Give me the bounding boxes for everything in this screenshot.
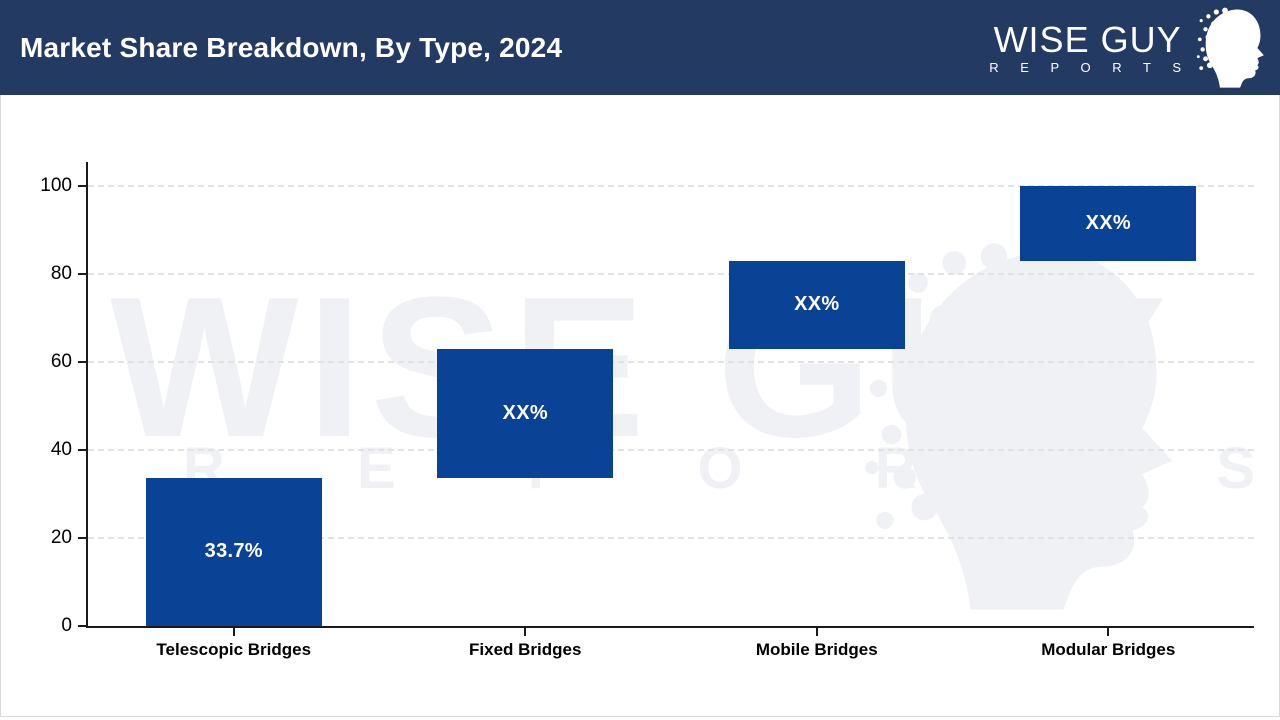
y-tick-label-100: 100 bbox=[40, 175, 72, 196]
y-tick-20 bbox=[78, 537, 86, 539]
bar-value-label: XX% bbox=[1085, 211, 1131, 234]
gridline-80 bbox=[88, 273, 1254, 275]
gridline-60 bbox=[88, 361, 1254, 363]
watermark-face-icon bbox=[865, 243, 1173, 610]
y-tick-label-60: 60 bbox=[50, 351, 72, 372]
y-axis-line bbox=[86, 162, 88, 628]
plot-area: 0 20 40 60 80 100 33.7% Telescopic Bridges XX% Fi… bbox=[0, 95, 1280, 720]
page-title: Market Share Breakdown, By Type, 2024 bbox=[20, 31, 563, 63]
bar-telescopic-bridges: 33.7% bbox=[145, 477, 322, 626]
x-tick-1 bbox=[524, 628, 527, 636]
y-tick-label-0: 0 bbox=[61, 615, 72, 636]
y-tick-100 bbox=[78, 185, 86, 187]
x-axis-line bbox=[86, 626, 1254, 628]
x-tick-0 bbox=[232, 628, 235, 636]
gridline-40 bbox=[88, 449, 1254, 451]
y-tick-label-20: 20 bbox=[50, 527, 72, 548]
gridline-100 bbox=[88, 185, 1254, 187]
face-logo-icon bbox=[1196, 7, 1264, 88]
y-tick-label-40: 40 bbox=[50, 439, 72, 460]
y-tick-40 bbox=[78, 449, 86, 451]
y-tick-80 bbox=[78, 273, 86, 275]
x-axis-label-telescopic-bridges: Telescopic Bridges bbox=[156, 640, 312, 659]
y-tick-label-80: 80 bbox=[50, 263, 72, 284]
bar-fixed-bridges: XX% bbox=[437, 348, 614, 478]
y-tick-60 bbox=[78, 361, 86, 363]
gridline-20 bbox=[88, 537, 1254, 539]
border-bottom bbox=[0, 716, 1280, 717]
bar-value-label: 33.7% bbox=[204, 540, 263, 563]
x-tick-2 bbox=[815, 628, 818, 636]
brand-subtitle: R E P O R T S bbox=[989, 59, 1190, 75]
brand-logo: WISE GUY R E P O R T S bbox=[985, 7, 1266, 89]
brand-name: WISE GUY bbox=[993, 18, 1182, 60]
bar-mobile-bridges: XX% bbox=[728, 260, 905, 349]
brand-logo-text: WISE GUY R E P O R T S bbox=[985, 18, 1190, 75]
bar-value-label: XX% bbox=[794, 293, 840, 316]
header-bar: Market Share Breakdown, By Type, 2024 WI… bbox=[0, 0, 1280, 95]
bar-modular-bridges: XX% bbox=[1020, 186, 1197, 261]
x-axis-label-fixed-bridges: Fixed Bridges bbox=[469, 640, 582, 659]
border-left bbox=[0, 95, 1, 717]
y-tick-0 bbox=[78, 625, 86, 627]
x-tick-3 bbox=[1107, 628, 1110, 636]
x-axis-label-mobile-bridges: Mobile Bridges bbox=[755, 640, 878, 659]
bar-value-label: XX% bbox=[502, 401, 548, 424]
x-axis-label-modular-bridges: Modular Bridges bbox=[1041, 640, 1176, 659]
